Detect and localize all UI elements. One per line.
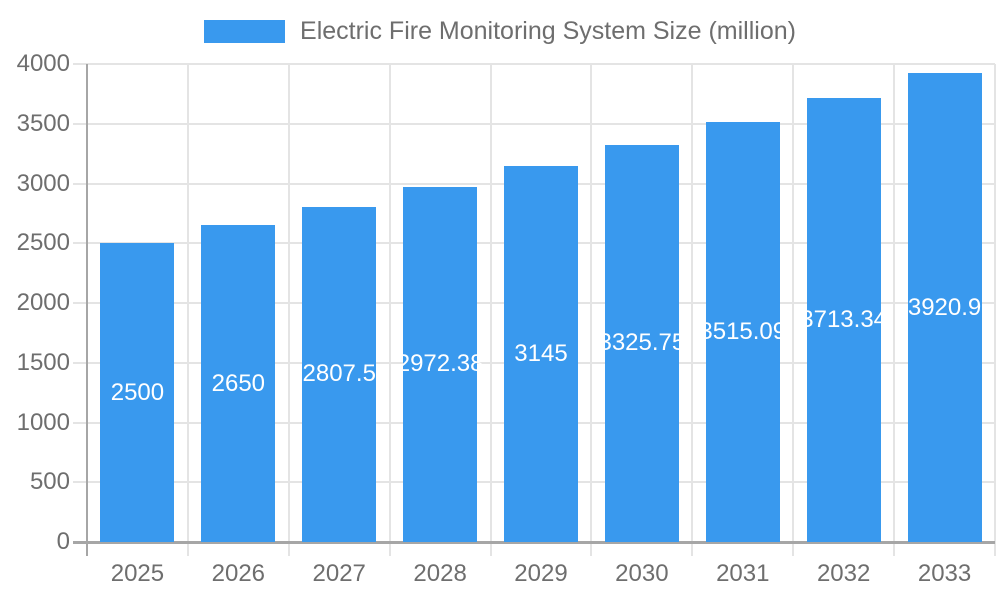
x-tick-label: 2027 <box>312 560 366 587</box>
y-axis-tick <box>73 242 87 245</box>
x-tick-label: 2031 <box>716 560 770 587</box>
y-axis-tick <box>73 63 87 65</box>
bar-value-label: 3920.9 <box>907 293 982 321</box>
bar-value-label: 3145 <box>514 340 568 368</box>
gridline-vertical <box>186 64 189 542</box>
bar-2026[interactable] <box>201 225 276 542</box>
bar-value-label: 2807.5 <box>302 360 376 388</box>
bar-value-label: 2500 <box>110 378 165 406</box>
bar-2030[interactable] <box>604 144 679 542</box>
bar-value-label: 3325.75 <box>598 329 686 357</box>
bar-2029[interactable] <box>504 166 578 542</box>
y-tick-label: 3500 <box>16 109 70 137</box>
y-tick-label: 2500 <box>16 229 70 257</box>
x-axis-tick <box>691 542 694 556</box>
gridline-vertical <box>388 64 391 542</box>
bar-2031[interactable] <box>705 121 780 542</box>
bar-value-label: 2650 <box>211 369 266 397</box>
x-tick-label: 2025 <box>110 560 165 587</box>
gridline-vertical <box>994 64 996 542</box>
x-axis-tick <box>186 542 189 556</box>
gridline-horizontal <box>87 122 995 125</box>
bar-value-label: 2972.38 <box>396 350 484 378</box>
legend-label: Electric Fire Monitoring System Size (mi… <box>300 16 796 45</box>
y-tick-label: 2000 <box>16 289 70 316</box>
x-tick-label: 2026 <box>211 560 266 587</box>
gridline-vertical <box>590 64 593 542</box>
x-tick-label: 2032 <box>816 560 871 587</box>
x-tick-label: 2028 <box>413 560 467 587</box>
x-axis-tick <box>489 542 492 556</box>
x-axis-line <box>73 541 995 544</box>
x-axis-tick <box>994 542 996 556</box>
bar-2032[interactable] <box>806 98 881 542</box>
bar-2027[interactable] <box>302 206 377 542</box>
y-axis-tick <box>73 421 87 424</box>
y-axis-tick <box>73 182 87 185</box>
x-axis-tick <box>287 542 290 556</box>
y-tick-label: 4000 <box>16 50 70 77</box>
y-axis-tick <box>73 361 87 364</box>
x-tick-label: 2033 <box>917 560 972 587</box>
y-axis-tick <box>73 481 87 484</box>
gridline-vertical <box>287 64 290 542</box>
x-axis-tick <box>388 542 391 556</box>
bar-2033[interactable] <box>907 73 982 542</box>
legend-swatch <box>204 19 286 43</box>
x-axis-tick <box>792 542 795 556</box>
bar-2025[interactable] <box>100 243 175 542</box>
gridline-vertical <box>792 64 795 542</box>
y-tick-label: 1000 <box>16 408 70 436</box>
y-tick-label: 0 <box>56 528 70 555</box>
bar-value-label: 3515.09 <box>699 317 787 345</box>
y-axis-tick <box>73 302 87 304</box>
x-tick-label: 2030 <box>615 560 669 587</box>
gridline-vertical <box>691 64 694 542</box>
bar-value-label: 3713.34 <box>800 306 888 334</box>
gridline-vertical <box>893 64 896 542</box>
gridline-vertical <box>489 64 492 542</box>
y-tick-label: 500 <box>29 468 70 496</box>
gridline-horizontal <box>87 63 995 65</box>
y-tick-label: 3000 <box>16 169 70 197</box>
x-axis-tick <box>590 542 593 556</box>
x-tick-label: 2029 <box>514 560 568 587</box>
y-axis-line <box>86 64 88 556</box>
y-tick-label: 1500 <box>16 348 70 376</box>
y-axis-tick <box>73 122 87 125</box>
bar-2028[interactable] <box>403 186 478 542</box>
chart-legend-item[interactable]: Electric Fire Monitoring System Size (mi… <box>0 16 1000 46</box>
x-axis-tick <box>893 542 896 556</box>
